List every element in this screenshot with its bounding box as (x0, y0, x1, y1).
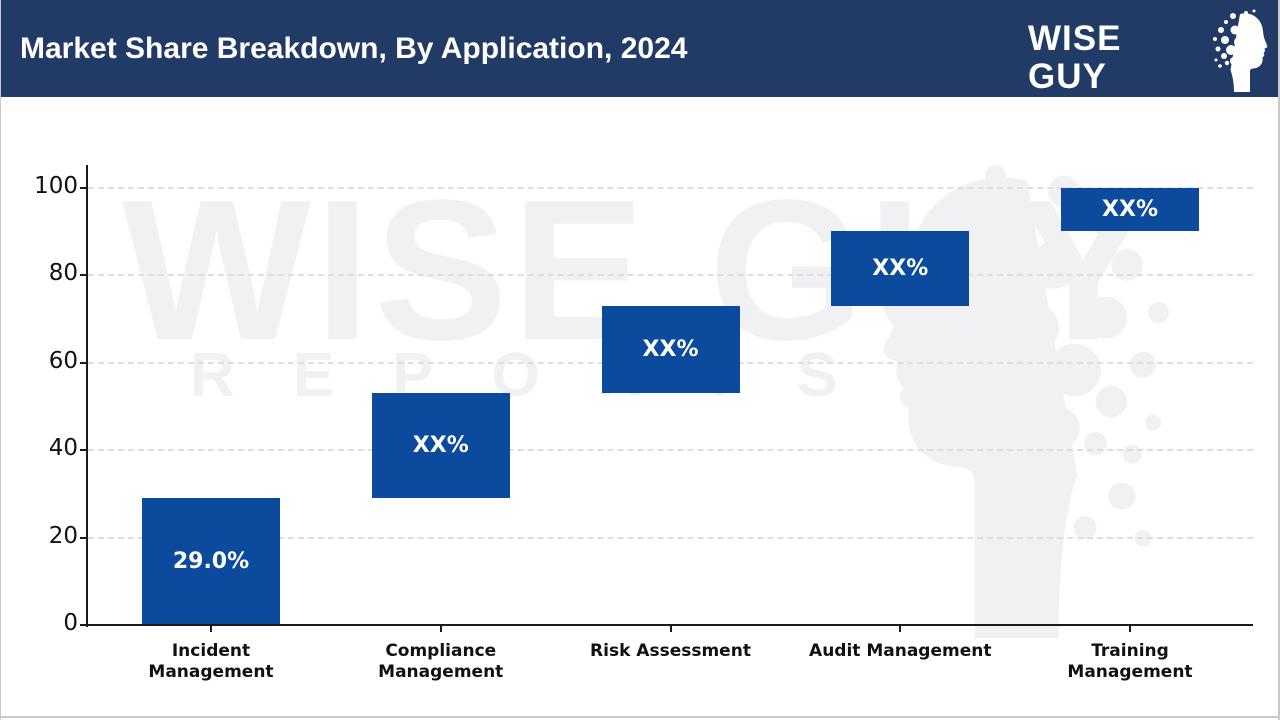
page-title: Market Share Breakdown, By Application, … (20, 31, 688, 65)
bar-value-label: XX% (872, 255, 929, 281)
bar-value-label: XX% (412, 433, 469, 459)
y-tick-label: 60 (48, 347, 78, 374)
x-axis-label: Training Management (1067, 641, 1193, 682)
x-tick (439, 625, 442, 632)
y-tick-label: 80 (48, 260, 78, 286)
y-tick (80, 449, 88, 451)
grid-line (88, 274, 1253, 276)
logo-wiseguy-text: WISE GUY (1028, 19, 1122, 96)
y-tick (80, 624, 88, 626)
y-tick (80, 361, 88, 364)
x-axis-line (86, 624, 1253, 626)
x-tick (1129, 625, 1131, 632)
frame-border-left (0, 0, 1, 720)
y-tick (80, 186, 88, 189)
grid-line (88, 186, 1253, 189)
x-axis-label: Risk Assessment (590, 641, 751, 661)
x-axis-label: Audit Management (809, 641, 992, 661)
bar: 29.0% (142, 498, 280, 625)
head-profile-icon (1213, 9, 1268, 92)
bar: XX% (371, 393, 510, 499)
y-tick-label: 0 (63, 610, 78, 636)
y-tick-label: 40 (48, 435, 78, 461)
x-axis-label: Compliance Management (378, 641, 504, 682)
x-tick (210, 625, 212, 632)
y-tick (80, 536, 88, 539)
bar: XX% (1061, 187, 1199, 232)
y-tick-label: 100 (34, 172, 78, 199)
bar-value-label: XX% (1102, 196, 1158, 222)
bar: XX% (601, 305, 740, 394)
grid-line (88, 449, 1253, 451)
frame-border-right (1278, 0, 1280, 720)
x-tick (899, 625, 902, 632)
x-tick (669, 625, 672, 632)
y-tick (80, 274, 88, 276)
y-tick-label: 20 (48, 522, 78, 549)
logo-reports-text: REPORTS (1030, 97, 1189, 113)
bar: XX% (831, 231, 970, 306)
header-bar: Market Share Breakdown, By Application, … (0, 0, 1280, 113)
y-axis-line (86, 165, 88, 627)
grid-line (88, 536, 1253, 539)
bar-value-label: 29.0% (172, 549, 250, 575)
frame-border-bottom (0, 716, 1280, 718)
logo-text: WISE GUY REPORTS (1028, 20, 1206, 114)
x-axis-label: Incident Management (148, 641, 274, 682)
bar-value-label: XX% (642, 336, 699, 362)
wise-guy-reports-logo: WISE GUY REPORTS (1028, 6, 1268, 113)
